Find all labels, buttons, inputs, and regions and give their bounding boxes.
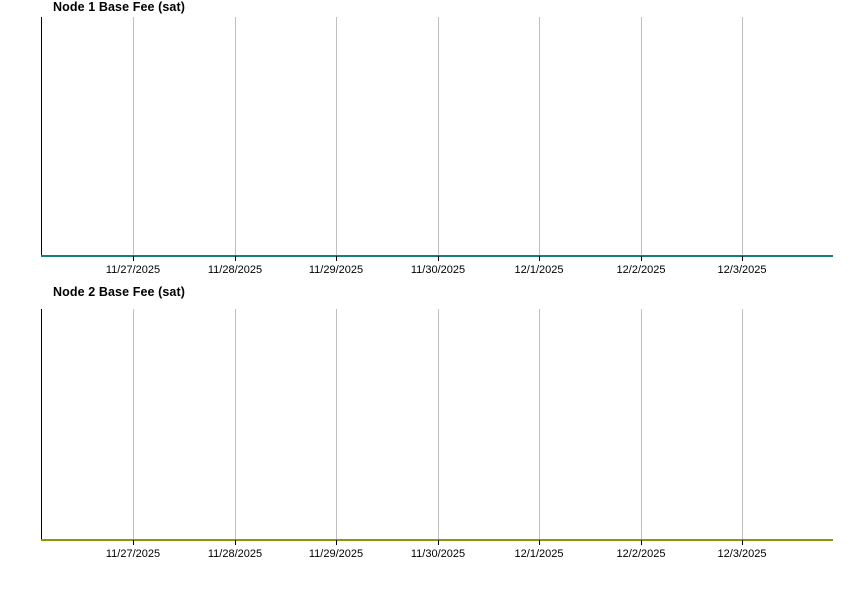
chart-panel-node-1: Node 1 Base Fee (sat) 11/27/2025 11/28/2… <box>0 0 860 285</box>
x-tick-label-5: 12/1/2025 <box>514 264 564 276</box>
x-tick-label-5: 12/1/2025 <box>514 548 564 560</box>
gridline-2 <box>235 17 236 256</box>
tick-mark-2 <box>235 256 236 261</box>
gridline-4 <box>438 309 439 540</box>
gridline-7 <box>742 309 743 540</box>
x-tick-label-7: 12/3/2025 <box>717 548 767 560</box>
gridline-4 <box>438 17 439 256</box>
x-tick-label-3: 11/29/2025 <box>308 548 364 560</box>
gridline-6 <box>641 309 642 540</box>
tick-mark-6 <box>641 256 642 261</box>
tick-mark-7 <box>742 540 743 545</box>
tick-mark-4 <box>438 256 439 261</box>
x-tick-label-2: 11/28/2025 <box>207 548 263 560</box>
chart-panel-node-2: Node 2 Base Fee (sat) 11/27/2025 11/28/2… <box>0 285 860 585</box>
x-axis-ticks-node-2: 11/27/2025 11/28/2025 11/29/2025 11/30/2… <box>0 285 860 585</box>
series-line-node-2 <box>41 539 833 541</box>
x-tick-label-3: 11/29/2025 <box>308 264 364 276</box>
tick-mark-1 <box>133 256 134 261</box>
x-axis-ticks-node-1: 11/27/2025 11/28/2025 11/29/2025 11/30/2… <box>0 0 860 285</box>
gridline-2 <box>235 309 236 540</box>
gridline-3 <box>336 309 337 540</box>
tick-mark-6 <box>641 540 642 545</box>
tick-mark-5 <box>539 256 540 261</box>
x-tick-label-4: 11/30/2025 <box>410 548 466 560</box>
x-tick-label-4: 11/30/2025 <box>410 264 466 276</box>
x-tick-label-7: 12/3/2025 <box>717 264 767 276</box>
gridline-5 <box>539 309 540 540</box>
tick-mark-5 <box>539 540 540 545</box>
x-tick-label-6: 12/2/2025 <box>616 264 666 276</box>
gridline-3 <box>336 17 337 256</box>
y-axis-node-2 <box>41 309 42 540</box>
gridline-1 <box>133 17 134 256</box>
x-tick-label-1: 11/27/2025 <box>105 264 161 276</box>
x-tick-label-1: 11/27/2025 <box>105 548 161 560</box>
gridline-6 <box>641 17 642 256</box>
x-tick-label-6: 12/2/2025 <box>616 548 666 560</box>
tick-mark-4 <box>438 540 439 545</box>
tick-mark-3 <box>336 540 337 545</box>
tick-mark-2 <box>235 540 236 545</box>
chart-title-node-1: Node 1 Base Fee (sat) <box>53 0 186 14</box>
series-line-node-1 <box>41 255 833 257</box>
tick-mark-7 <box>742 256 743 261</box>
tick-mark-1 <box>133 540 134 545</box>
y-axis-node-1 <box>41 17 42 256</box>
gridline-1 <box>133 309 134 540</box>
chart-title-node-2: Node 2 Base Fee (sat) <box>53 285 186 299</box>
gridline-5 <box>539 17 540 256</box>
tick-mark-3 <box>336 256 337 261</box>
gridline-7 <box>742 17 743 256</box>
x-tick-label-2: 11/28/2025 <box>207 264 263 276</box>
